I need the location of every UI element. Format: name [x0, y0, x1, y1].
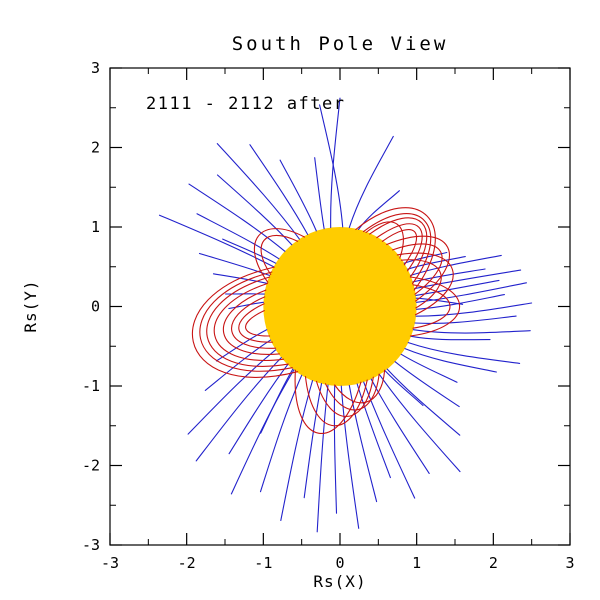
open-field-line: [415, 297, 464, 305]
closed-field-loop: [253, 228, 305, 283]
axes: -3 -2 -1 0 1 2 3 -3 -2 -1 0 1 2 3: [82, 59, 575, 572]
open-field-line: [407, 342, 521, 364]
open-field-line: [384, 370, 424, 407]
x-tick-label: 2: [489, 554, 498, 572]
open-field-line: [314, 157, 325, 230]
closed-field-loop: [412, 284, 451, 329]
closed-field-loop: [376, 223, 423, 272]
y-tick-label: -3: [82, 536, 100, 554]
open-field-line: [412, 329, 531, 334]
plot-title: South Pole View: [232, 33, 449, 55]
open-field-line: [158, 214, 275, 268]
y-tick-label: 2: [91, 139, 100, 157]
closed-field-loop: [315, 376, 374, 417]
open-field-line: [259, 374, 303, 493]
open-field-line: [215, 329, 268, 362]
open-field-line: [196, 213, 280, 260]
y-tick-label: 3: [91, 59, 100, 77]
open-field-line: [370, 378, 430, 474]
open-field-line: [222, 238, 277, 264]
closed-field-loop: [199, 271, 293, 372]
sun-disk: [263, 227, 417, 386]
y-axis-label: Rs(Y): [21, 279, 40, 332]
closed-field-loop: [213, 282, 285, 361]
open-field-line: [400, 353, 458, 383]
open-field-line: [403, 251, 448, 264]
open-field-line: [204, 339, 272, 391]
x-tick-label: -2: [178, 554, 196, 572]
x-tick-label: -3: [101, 554, 119, 572]
closed-field-loop: [362, 213, 432, 285]
x-tick-label: 0: [335, 554, 344, 572]
closed-field-loop: [245, 310, 271, 337]
open-field-line: [404, 348, 497, 373]
x-axis-label: Rs(X): [313, 572, 366, 591]
closed-field-loop: [355, 207, 436, 291]
closed-field-loop: [324, 373, 380, 411]
open-field-line: [195, 357, 282, 462]
open-field-line: [412, 268, 486, 283]
closed-field-loop: [386, 235, 450, 302]
open-field-line: [187, 349, 277, 435]
closed-field-loop: [191, 266, 299, 378]
closed-field-loop: [334, 369, 386, 404]
open-field-line: [378, 374, 461, 473]
open-field-line: [340, 385, 360, 529]
open-field-line: [356, 383, 391, 479]
field-lines-layer: [158, 97, 533, 533]
open-field-line: [416, 294, 505, 310]
open-field-line: [228, 364, 289, 455]
open-field-line: [280, 380, 314, 522]
closed-field-loop: [381, 229, 417, 266]
y-tick-label: 0: [91, 298, 100, 316]
open-field-line: [303, 383, 323, 499]
closed-field-loop: [392, 243, 443, 295]
open-field-line: [348, 135, 394, 229]
open-field-line: [228, 301, 264, 310]
open-field-line: [279, 159, 317, 232]
open-field-line: [416, 282, 527, 303]
closed-field-loop: [260, 235, 299, 276]
open-field-line: [410, 335, 491, 341]
open-field-line: [407, 256, 466, 270]
open-field-line: [333, 385, 338, 514]
closed-field-loop: [396, 252, 454, 316]
open-field-line: [198, 252, 270, 276]
open-field-line: [386, 368, 461, 436]
open-field-line: [348, 384, 378, 503]
open-field-line: [230, 369, 295, 495]
y-tick-label: -2: [82, 457, 100, 475]
x-tick-label: 3: [565, 554, 574, 572]
open-field-line: [316, 384, 329, 533]
open-field-line: [319, 104, 344, 228]
closed-field-loop: [409, 276, 461, 337]
x-tick-label: -1: [254, 554, 272, 572]
open-field-line: [357, 190, 400, 230]
open-field-line: [415, 302, 533, 317]
closed-field-loop: [231, 296, 277, 349]
closed-field-loop: [294, 369, 362, 434]
open-field-line: [188, 183, 286, 252]
open-field-line: [330, 97, 341, 229]
open-field-line: [414, 269, 522, 290]
y-tick-label: 1: [91, 218, 100, 236]
y-tick-label: -1: [82, 377, 100, 395]
x-tick-label: 1: [412, 554, 421, 572]
closed-field-loop: [206, 276, 289, 367]
closed-field-loop: [238, 303, 273, 343]
closed-field-loop: [365, 221, 404, 259]
open-field-line: [414, 315, 517, 324]
closed-field-loop: [400, 259, 442, 309]
open-field-line: [216, 143, 300, 240]
closed-field-loop: [222, 289, 280, 355]
closed-field-loop: [304, 376, 368, 427]
open-field-line: [249, 144, 309, 235]
open-field-line: [394, 361, 460, 408]
open-field-line: [260, 368, 294, 434]
date-annotation: 2111 - 2112 after: [146, 94, 346, 114]
